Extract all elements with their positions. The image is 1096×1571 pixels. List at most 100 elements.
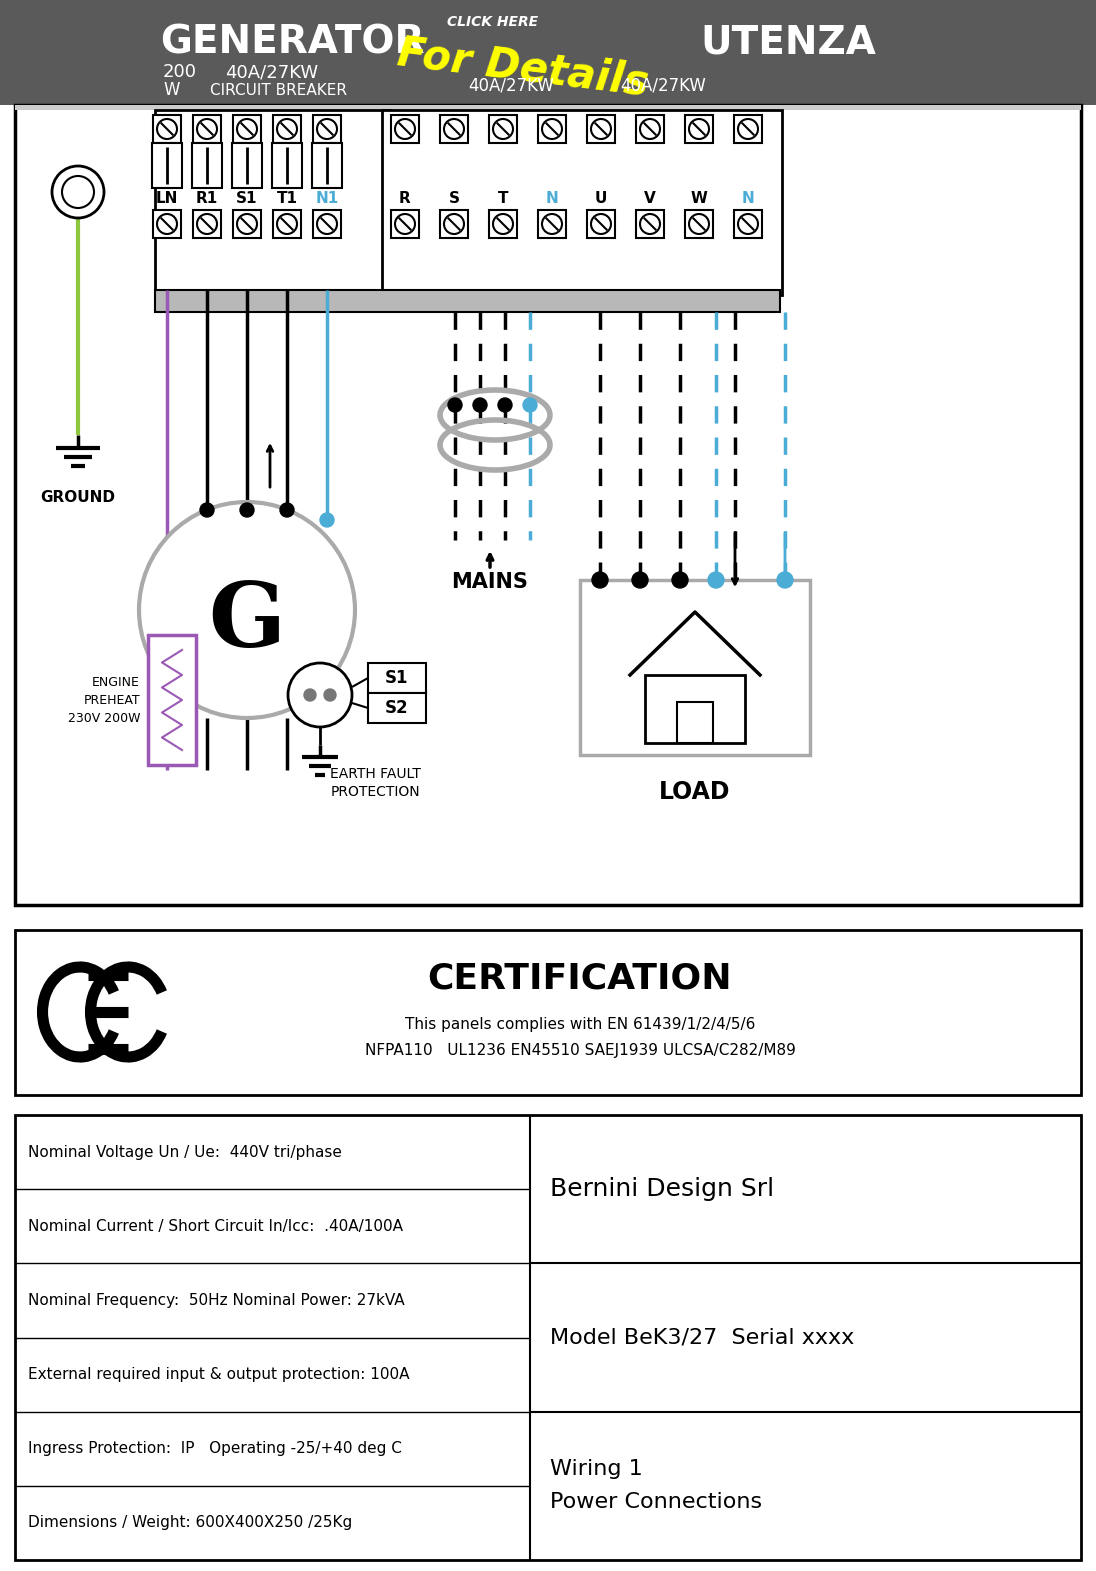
Bar xyxy=(148,635,196,765)
Text: ENGINE
PREHEAT
230V 200W: ENGINE PREHEAT 230V 200W xyxy=(68,676,140,724)
Bar xyxy=(538,115,566,143)
Circle shape xyxy=(523,397,537,412)
Bar xyxy=(233,115,261,143)
Circle shape xyxy=(304,690,316,701)
Text: Bernini Design Srl: Bernini Design Srl xyxy=(550,1177,774,1202)
Text: N1: N1 xyxy=(316,190,339,206)
Bar xyxy=(391,115,419,143)
Text: Nominal Current / Short Circuit In/Icc:  .40A/100A: Nominal Current / Short Circuit In/Icc: … xyxy=(28,1219,403,1233)
Text: LOAD: LOAD xyxy=(660,779,731,804)
Text: Model BeK3/27  Serial xxxx: Model BeK3/27 Serial xxxx xyxy=(550,1327,854,1348)
Bar xyxy=(587,115,615,143)
Text: Nominal Frequency:  50Hz Nominal Power: 27kVA: Nominal Frequency: 50Hz Nominal Power: 2… xyxy=(28,1293,404,1309)
Bar xyxy=(153,211,181,237)
Bar xyxy=(313,211,341,237)
Bar xyxy=(193,211,221,237)
Text: N: N xyxy=(742,190,754,206)
Bar xyxy=(273,211,301,237)
Bar xyxy=(368,663,426,693)
Bar xyxy=(685,115,713,143)
Bar xyxy=(272,143,302,189)
Circle shape xyxy=(62,176,94,207)
Bar xyxy=(439,211,468,237)
Circle shape xyxy=(52,167,104,218)
Text: CERTIFICATION: CERTIFICATION xyxy=(427,961,732,994)
Bar xyxy=(313,115,341,143)
Bar xyxy=(233,211,261,237)
Text: S1: S1 xyxy=(386,669,409,687)
Circle shape xyxy=(324,690,336,701)
Circle shape xyxy=(199,503,214,517)
Text: T1: T1 xyxy=(276,190,297,206)
Text: 200: 200 xyxy=(163,63,197,82)
Text: CIRCUIT BREAKER: CIRCUIT BREAKER xyxy=(210,83,347,97)
Circle shape xyxy=(320,514,334,526)
Text: LN: LN xyxy=(156,190,179,206)
Text: N: N xyxy=(546,190,558,206)
Circle shape xyxy=(708,572,724,588)
Bar xyxy=(734,211,762,237)
Text: R1: R1 xyxy=(196,190,218,206)
Bar xyxy=(489,115,517,143)
Bar xyxy=(273,115,301,143)
Bar xyxy=(155,291,780,313)
Circle shape xyxy=(240,503,254,517)
Text: S2: S2 xyxy=(385,699,409,716)
Bar xyxy=(15,105,1081,110)
Circle shape xyxy=(592,572,608,588)
Circle shape xyxy=(473,397,487,412)
Text: 40A/27KW: 40A/27KW xyxy=(225,63,318,82)
Bar xyxy=(636,115,664,143)
Circle shape xyxy=(777,572,794,588)
Text: S1: S1 xyxy=(237,190,258,206)
Text: V: V xyxy=(644,190,655,206)
Bar xyxy=(153,115,181,143)
Bar xyxy=(383,110,783,295)
Text: Dimensions / Weight: 600X400X250 /25Kg: Dimensions / Weight: 600X400X250 /25Kg xyxy=(28,1516,352,1530)
Bar xyxy=(193,115,221,143)
Text: W: W xyxy=(690,190,707,206)
Bar xyxy=(646,676,745,743)
Text: R: R xyxy=(399,190,411,206)
Bar xyxy=(152,143,182,189)
Text: EARTH FAULT
PROTECTION: EARTH FAULT PROTECTION xyxy=(330,767,421,800)
Bar xyxy=(15,930,1081,1095)
Bar xyxy=(391,211,419,237)
Text: This panels complies with EN 61439/1/2/4/5/6: This panels complies with EN 61439/1/2/4… xyxy=(404,1018,755,1032)
Bar xyxy=(368,693,426,723)
Text: GENERATOR: GENERATOR xyxy=(160,24,424,61)
Text: Nominal Voltage Un / Ue:  440V tri/phase: Nominal Voltage Un / Ue: 440V tri/phase xyxy=(28,1145,342,1159)
Text: W: W xyxy=(163,82,180,99)
Bar xyxy=(15,1115,1081,1560)
Text: 40A/27KW: 40A/27KW xyxy=(468,75,553,94)
Text: Wiring 1
Power Connections: Wiring 1 Power Connections xyxy=(550,1459,762,1513)
Bar xyxy=(15,105,1081,905)
Circle shape xyxy=(498,397,512,412)
Text: G: G xyxy=(208,578,285,666)
Text: 40A/27KW: 40A/27KW xyxy=(620,75,706,94)
Bar xyxy=(232,143,262,189)
Bar xyxy=(734,115,762,143)
Text: Ingress Protection:  IP   Operating -25/+40 deg C: Ingress Protection: IP Operating -25/+40… xyxy=(28,1441,402,1456)
Bar xyxy=(538,211,566,237)
Circle shape xyxy=(448,397,463,412)
Circle shape xyxy=(288,663,352,727)
Text: U: U xyxy=(595,190,607,206)
Text: S: S xyxy=(448,190,459,206)
Circle shape xyxy=(139,503,355,718)
Text: GROUND: GROUND xyxy=(41,490,115,504)
Bar xyxy=(489,211,517,237)
Text: CLICK HERE: CLICK HERE xyxy=(447,16,538,28)
Circle shape xyxy=(672,572,688,588)
Text: External required input & output protection: 100A: External required input & output protect… xyxy=(28,1367,410,1382)
Bar xyxy=(587,211,615,237)
Text: T: T xyxy=(498,190,509,206)
Text: For Details: For Details xyxy=(395,31,651,104)
Bar xyxy=(439,115,468,143)
Bar xyxy=(677,702,713,743)
Text: UTENZA: UTENZA xyxy=(700,24,876,61)
Bar xyxy=(192,143,222,189)
Text: MAINS: MAINS xyxy=(452,572,528,592)
Circle shape xyxy=(279,503,294,517)
Bar xyxy=(636,211,664,237)
